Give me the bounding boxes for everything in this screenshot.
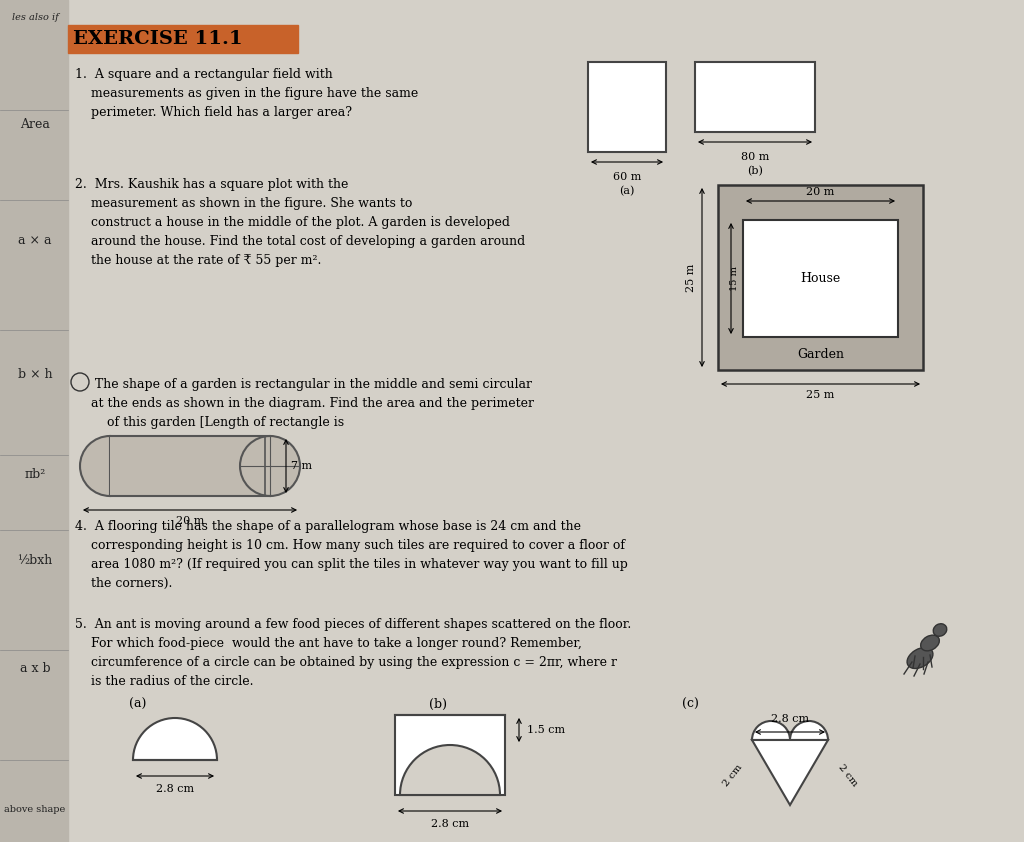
Text: ½bxh: ½bxh	[17, 553, 52, 567]
Bar	[718, 185, 923, 370]
Text: EXERCISE 11.1: EXERCISE 11.1	[73, 30, 243, 48]
Text: 20 m: 20 m	[806, 187, 835, 197]
Text: 2.8 cm: 2.8 cm	[771, 714, 809, 724]
Text: 2.8 cm: 2.8 cm	[431, 819, 469, 829]
Bar	[695, 62, 815, 132]
Text: 80 m: 80 m	[740, 152, 769, 162]
Text: (a): (a)	[129, 698, 146, 711]
Text: above shape: above shape	[4, 806, 66, 814]
Bar	[588, 62, 666, 152]
Text: 2.8 cm: 2.8 cm	[156, 784, 195, 794]
Text: πb²: πb²	[25, 468, 46, 482]
Text: a x b: a x b	[19, 662, 50, 674]
Bar	[68, 25, 298, 53]
Polygon shape	[752, 740, 828, 805]
Circle shape	[71, 373, 89, 391]
Bar	[743, 220, 898, 337]
Ellipse shape	[933, 624, 947, 637]
Text: 1.  A square and a rectangular field with
    measurements as given in the figur: 1. A square and a rectangular field with…	[75, 68, 418, 119]
Bar	[395, 715, 505, 795]
Text: 20 m: 20 m	[176, 516, 204, 526]
Wedge shape	[133, 718, 217, 760]
Text: 1.5 cm: 1.5 cm	[527, 725, 565, 735]
Text: 15 m: 15 m	[730, 266, 739, 291]
Wedge shape	[400, 745, 500, 795]
Wedge shape	[80, 436, 110, 496]
Text: 60 m: 60 m	[612, 172, 641, 182]
Text: les also if: les also if	[11, 13, 58, 23]
Text: 2.  Mrs. Kaushik has a square plot with the
    measurement as shown in the figu: 2. Mrs. Kaushik has a square plot with t…	[75, 178, 525, 267]
Bar	[110, 436, 270, 496]
Circle shape	[240, 436, 300, 496]
Text: 25 m: 25 m	[806, 390, 835, 400]
Text: (c): (c)	[682, 698, 698, 711]
Text: b × h: b × h	[17, 369, 52, 381]
Text: 4.  A flooring tile has the shape of a parallelogram whose base is 24 cm and the: 4. A flooring tile has the shape of a pa…	[75, 520, 628, 590]
Text: 2 cm: 2 cm	[836, 762, 859, 788]
Text: 3.  The shape of a garden is rectangular in the middle and semi circular
    at : 3. The shape of a garden is rectangular …	[75, 378, 534, 448]
Ellipse shape	[907, 647, 933, 669]
Text: (a): (a)	[620, 186, 635, 196]
Bar	[0, 0, 68, 842]
Text: House: House	[801, 272, 841, 285]
Wedge shape	[752, 721, 790, 740]
Text: a × a: a × a	[18, 233, 52, 247]
Ellipse shape	[921, 635, 939, 651]
Text: 2 cm: 2 cm	[721, 762, 744, 788]
Wedge shape	[790, 721, 828, 740]
Text: 7 m: 7 m	[291, 461, 312, 471]
Text: Area: Area	[20, 119, 50, 131]
Text: (b): (b)	[429, 698, 447, 711]
Text: (b): (b)	[748, 166, 763, 176]
Text: 5.  An ant is moving around a few food pieces of different shapes scattered on t: 5. An ant is moving around a few food pi…	[75, 618, 631, 688]
Text: Garden: Garden	[797, 349, 844, 361]
Text: 25 m: 25 m	[686, 264, 696, 291]
